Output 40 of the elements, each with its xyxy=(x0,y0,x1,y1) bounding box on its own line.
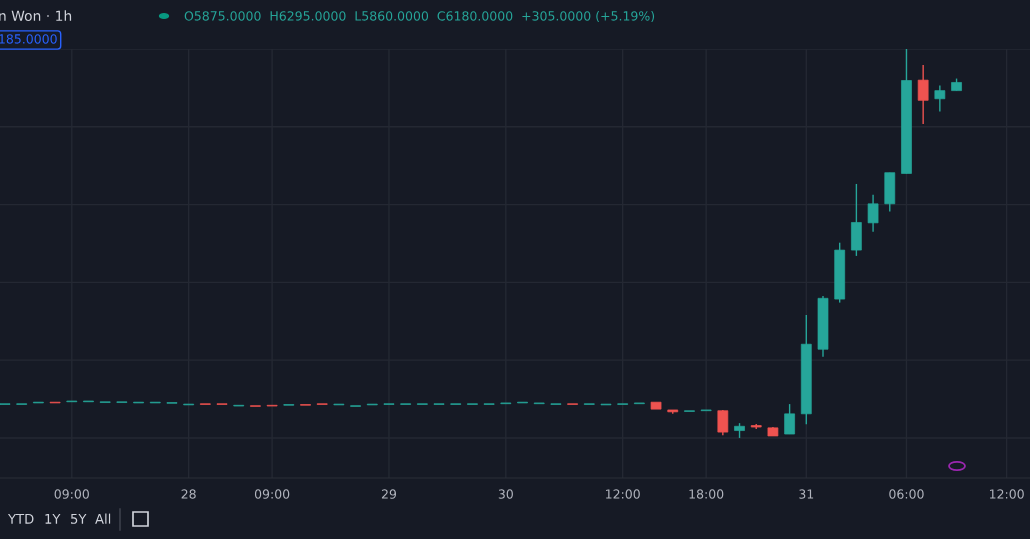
candlestick xyxy=(366,403,378,406)
x-tick-label: 12:00 xyxy=(989,489,1024,499)
x-tick-label: 06:00 xyxy=(889,489,924,499)
candlestick xyxy=(183,403,194,406)
candlestick xyxy=(500,402,512,405)
x-tick-label: 09:00 xyxy=(254,489,290,499)
candlestick xyxy=(333,403,345,406)
candlestick xyxy=(66,400,78,403)
text: All xyxy=(95,513,111,524)
candlestick xyxy=(934,84,946,113)
candlestick xyxy=(867,194,879,233)
candlestick xyxy=(600,403,612,406)
candlestick xyxy=(517,401,528,404)
x-tick-label: 30 xyxy=(498,489,513,499)
text: 1Y xyxy=(45,514,61,524)
candlestick xyxy=(650,401,662,410)
candlestick xyxy=(634,402,645,405)
candlestick xyxy=(83,400,94,403)
candlestick xyxy=(133,401,144,404)
candlestick xyxy=(700,409,712,412)
text: 185.0000 xyxy=(0,34,57,44)
candlestick xyxy=(33,401,44,404)
candlestick xyxy=(149,401,161,404)
text: YTD xyxy=(7,514,34,524)
x-tick-label: 29 xyxy=(381,489,397,499)
candlestick xyxy=(266,404,278,407)
x-tick-label: 09:00 xyxy=(54,489,89,499)
candlestick xyxy=(233,404,245,407)
candlestick xyxy=(784,403,795,435)
x-tick-label: 12:00 xyxy=(606,489,640,499)
text: 5Y xyxy=(71,514,87,524)
candlestick xyxy=(49,401,61,404)
candlestick xyxy=(917,64,929,125)
x-tick-label: 31 xyxy=(799,489,814,499)
chart-title: n Won · 1h xyxy=(0,10,72,22)
candlestick xyxy=(533,402,545,405)
text: O5875.0000 H6295.0000 L5860.0000 C6180.0000 +305.0000 (+5.19%) xyxy=(184,10,655,23)
x-tick-label: 28 xyxy=(181,489,196,499)
x-tick-label: 18:00 xyxy=(689,489,724,499)
candlestick xyxy=(717,409,729,436)
